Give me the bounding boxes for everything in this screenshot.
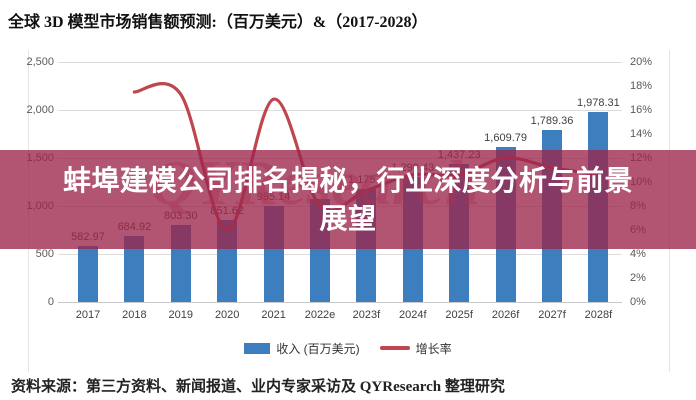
right-axis-tick: 16% <box>630 104 653 116</box>
x-axis-label: 2018 <box>122 309 147 321</box>
left-axis-tick: 0 <box>47 296 54 308</box>
legend-item-growth: 增长率 <box>379 340 452 357</box>
legend-revenue-label: 收入 (百万美元) <box>276 341 360 356</box>
bar-value-label: 1,978.31 <box>576 97 620 110</box>
right-axis-tick: 0% <box>630 296 646 308</box>
source-note: 资料来源：第三方资料、新闻报道、业内专家采访及 QYResearch 整理研究 <box>11 379 505 395</box>
x-axis-label: 2025f <box>445 309 473 321</box>
x-axis-label: 2023f <box>352 309 381 321</box>
right-axis-tick: 4% <box>630 248 646 260</box>
overlay-title-line1: 蚌埠建模公司排名揭秘，行业深度分析与前景 <box>62 164 633 196</box>
left-axis-tick: 500 <box>35 248 54 260</box>
x-axis-line <box>58 302 622 303</box>
x-axis-label: 2017 <box>75 309 101 321</box>
x-axis-label: 2021 <box>261 309 286 321</box>
bar-value-label: 1,609.79 <box>484 132 527 145</box>
x-axis-label: 2020 <box>214 309 240 321</box>
x-axis-label: 2027f <box>538 309 566 321</box>
right-axis-tick: 20% <box>630 56 653 68</box>
legend-item-revenue: 收入 (百万美元) <box>244 340 360 357</box>
gridline <box>58 110 622 111</box>
revenue-bar-swatch-icon <box>244 342 271 354</box>
legend: 收入 (百万美元) 增长率 <box>0 339 696 357</box>
overlay-banner: 蚌埠建模公司排名揭秘，行业深度分析与前景 展望 <box>0 150 696 249</box>
left-axis-tick: 2,000 <box>26 104 54 116</box>
x-axis-label: 2026f <box>491 309 520 321</box>
bar-value-label: 1,789.36 <box>530 115 574 128</box>
right-axis-tick: 2% <box>630 272 646 284</box>
chart-title: 全球 3D 模型市场销售额预测:（百万美元）&（2017-2028） <box>8 14 428 31</box>
gridline <box>58 254 622 255</box>
right-axis-tick: 14% <box>630 128 653 140</box>
x-axis-label: 2022e <box>304 309 336 321</box>
left-axis-tick: 2,500 <box>26 56 54 68</box>
gridline <box>58 62 622 63</box>
growth-line-swatch-icon <box>379 346 410 350</box>
revenue-bar <box>124 236 145 302</box>
x-axis-label: 2019 <box>168 309 194 321</box>
legend-growth-label: 增长率 <box>415 341 452 356</box>
right-axis-tick: 18% <box>630 80 653 92</box>
overlay-title-line2: 展望 <box>319 202 377 234</box>
x-axis-label: 2028f <box>584 309 613 321</box>
x-axis-label: 2024f <box>399 309 427 321</box>
revenue-bar <box>78 246 98 302</box>
